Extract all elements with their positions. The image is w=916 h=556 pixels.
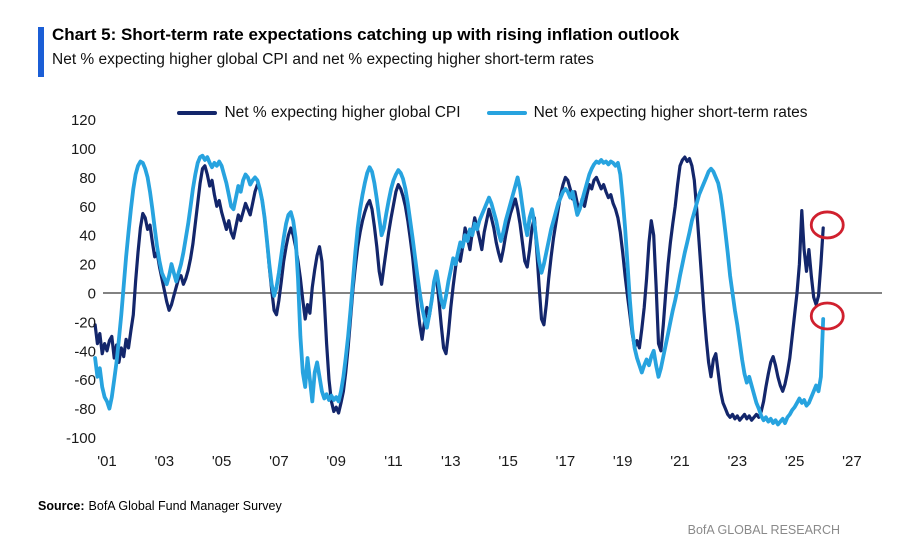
x-axis-tick-label: '17 <box>556 453 576 470</box>
brand-mark: BofA GLOBAL RESEARCH <box>687 523 840 537</box>
x-axis-tick-label: '23 <box>728 453 748 470</box>
y-axis-tick-label: 60 <box>79 199 96 216</box>
short-term-rates-line-series <box>93 153 826 427</box>
y-axis-tick-label: 20 <box>79 257 96 274</box>
source-label: Source: <box>38 499 85 513</box>
legend-item-rates: Net % expecting higher short-term rates <box>486 104 808 122</box>
y-axis-tick-label: 100 <box>71 141 96 158</box>
y-axis-tick-label: -80 <box>74 401 96 418</box>
highlight-ellipse-1 <box>809 301 845 331</box>
legend-item-cpi: Net % expecting higher global CPI <box>177 104 461 122</box>
legend-label-rates: Net % expecting higher short-term rates <box>533 104 808 121</box>
y-axis-tick-label: -100 <box>66 430 96 447</box>
legend-label-cpi: Net % expecting higher global CPI <box>224 104 461 121</box>
x-axis-tick-label: '09 <box>326 453 346 470</box>
legend: Net % expecting higher global CPI Net % … <box>103 104 882 122</box>
y-axis-tick-label: -40 <box>74 343 96 360</box>
y-axis-tick-label: 40 <box>79 228 96 245</box>
source-line: Source: BofA Global Fund Manager Survey <box>38 499 282 513</box>
y-axis-tick-label: 120 <box>71 112 96 129</box>
source-text: BofA Global Fund Manager Survey <box>88 499 282 513</box>
y-axis-tick-label: 0 <box>88 286 96 303</box>
x-axis-tick-label: '25 <box>785 453 805 470</box>
y-axis-tick-label: -60 <box>74 372 96 389</box>
x-axis-tick-label: '15 <box>498 453 518 470</box>
x-axis-tick-label: '03 <box>155 453 175 470</box>
x-axis-tick-label: '13 <box>441 453 461 470</box>
x-axis-tick-label: '11 <box>384 453 402 470</box>
x-axis-tick-label: '19 <box>613 453 633 470</box>
x-axis-tick-label: '21 <box>670 453 690 470</box>
y-axis-tick-label: 80 <box>79 170 96 187</box>
chart-title: Chart 5: Short-term rate expectations ca… <box>52 25 680 44</box>
x-axis-tick-label: '01 <box>97 453 117 470</box>
x-axis-tick-label: '07 <box>269 453 289 470</box>
rates-line-swatch <box>486 110 527 116</box>
highlight-ellipse-0 <box>809 210 845 240</box>
cpi-line-series <box>93 155 825 422</box>
cpi-line-swatch <box>177 110 218 116</box>
x-axis-tick-label: '27 <box>842 453 862 470</box>
y-axis-tick-label: -20 <box>74 314 96 331</box>
chart-subtitle: Net % expecting higher global CPI and ne… <box>52 51 594 68</box>
title-accent-bar <box>38 27 44 77</box>
x-axis-tick-label: '05 <box>212 453 232 470</box>
